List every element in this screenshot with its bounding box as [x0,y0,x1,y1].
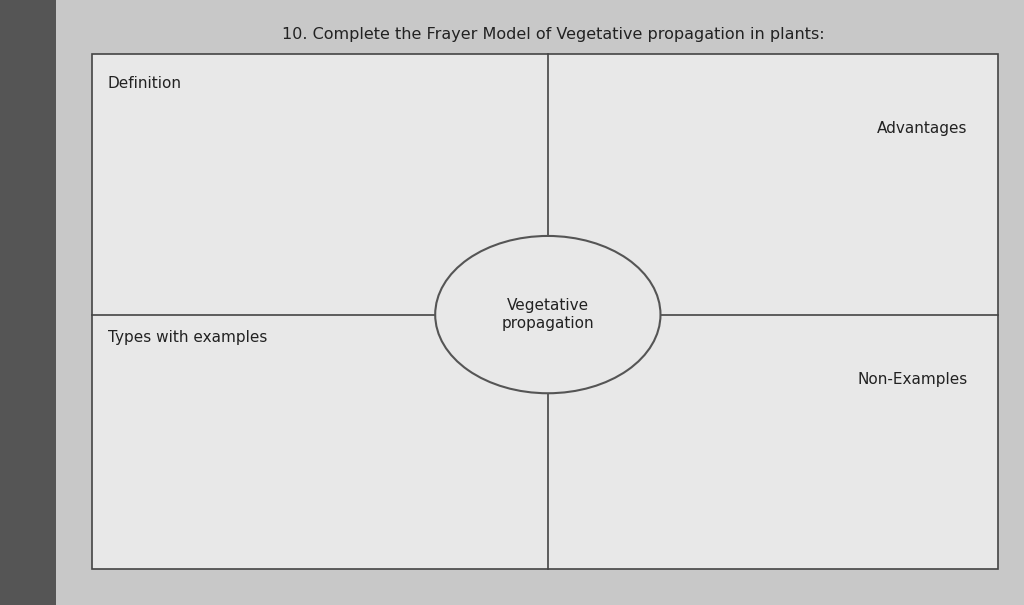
Bar [92,54,998,569]
Text: 10. Complete the Frayer Model of Vegetative propagation in plants:: 10. Complete the Frayer Model of Vegetat… [282,27,824,42]
Text: Types with examples: Types with examples [108,330,267,345]
Text: Vegetative
propagation: Vegetative propagation [502,298,594,331]
Bar [0,0,56,605]
Text: Advantages: Advantages [878,121,968,136]
Ellipse shape [435,236,660,393]
Text: Definition: Definition [108,76,181,91]
Text: Non-Examples: Non-Examples [857,372,968,387]
